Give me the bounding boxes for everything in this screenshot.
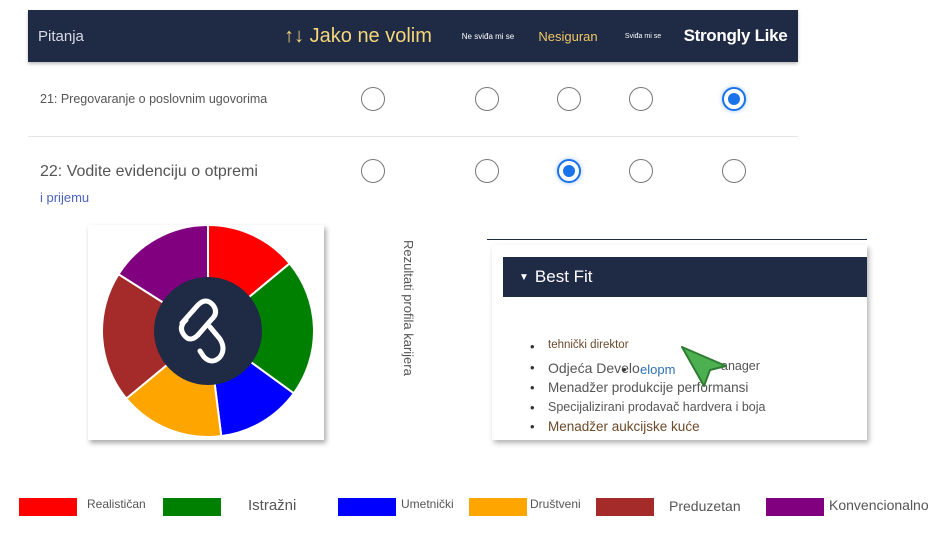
chart-center-disc: [154, 277, 262, 385]
legend-swatch: [338, 498, 396, 516]
question-21-label: 21: Pregovaranje o poslovnim ugovorima: [40, 92, 268, 106]
best-fit-title: Best Fit: [534, 267, 593, 286]
legend-swatch: [469, 498, 527, 516]
q21-radio-unsure[interactable]: [557, 87, 581, 111]
legend-label: Istražni: [248, 497, 297, 514]
best-fit-toggle[interactable]: ▼ Best Fit: [503, 257, 867, 297]
questionnaire-header: Pitanja ↑↓ Jako ne volim Ne sviđa mi se …: [28, 10, 798, 62]
question-22-label: 22: Vodite evidenciju o otpremi: [40, 163, 258, 180]
legend-label: Društveni: [530, 497, 581, 511]
best-fit-top-rule: [487, 239, 867, 240]
best-fit-item[interactable]: Specijalizirani prodavač hardvera i boja: [530, 400, 766, 415]
strongly-dislike-column-header[interactable]: ↑↓ Jako ne volim: [284, 24, 432, 47]
question-22-label-continued: i prijemu: [40, 190, 90, 205]
career-profile-chart-panel: [88, 225, 324, 440]
q22-radio-unsure[interactable]: [557, 159, 581, 183]
side-caption-text: Rezultati profila karijera: [401, 240, 416, 376]
legend-label: Umetnički: [401, 497, 454, 511]
legend-swatch: [766, 498, 824, 516]
row-divider: [28, 136, 798, 137]
best-fit-item[interactable]: Menadžer produkcije performansi: [530, 380, 748, 395]
dislike-column-header: Ne sviđa mi se: [461, 31, 515, 41]
caret-down-icon: ▼: [519, 271, 529, 283]
legend-swatch: [163, 498, 221, 516]
q21-radio-like[interactable]: [629, 87, 653, 111]
best-fit-item-overlap[interactable]: elopm: [622, 362, 676, 377]
legend-label: Konvencionalno: [829, 497, 929, 513]
q22-radio-dislike[interactable]: [475, 159, 499, 183]
best-fit-item[interactable]: tehnički direktor: [530, 339, 628, 354]
legend-swatch: [596, 498, 654, 516]
q22-radio-strongly-like[interactable]: [722, 159, 746, 183]
legend-label: Realističan: [87, 497, 146, 511]
questions-column-header: Pitanja: [38, 27, 84, 45]
link-hook-icon: [178, 298, 226, 364]
career-profile-results-caption: Rezultati profila karijera: [400, 240, 420, 440]
career-profile-donut-chart: [102, 225, 314, 437]
best-fit-item[interactable]: Odjeća Develo: [530, 360, 640, 376]
strongly-like-column-header: Strongly Like: [683, 26, 788, 45]
mouse-pointer-icon: [681, 346, 727, 387]
unsure-column-header: Nesiguran: [538, 28, 598, 44]
legend-label: Preduzetan: [669, 498, 741, 514]
legend-swatch: [19, 498, 77, 516]
q22-radio-like[interactable]: [629, 159, 653, 183]
q21-radio-strongly-like[interactable]: [722, 87, 746, 111]
like-column-header: Sviđa mi se: [624, 32, 662, 40]
q21-radio-strongly-dislike[interactable]: [361, 87, 385, 111]
q22-radio-strongly-dislike[interactable]: [361, 159, 385, 183]
q21-radio-dislike[interactable]: [475, 87, 499, 111]
best-fit-item[interactable]: Menadžer aukcijske kuće: [530, 419, 700, 434]
